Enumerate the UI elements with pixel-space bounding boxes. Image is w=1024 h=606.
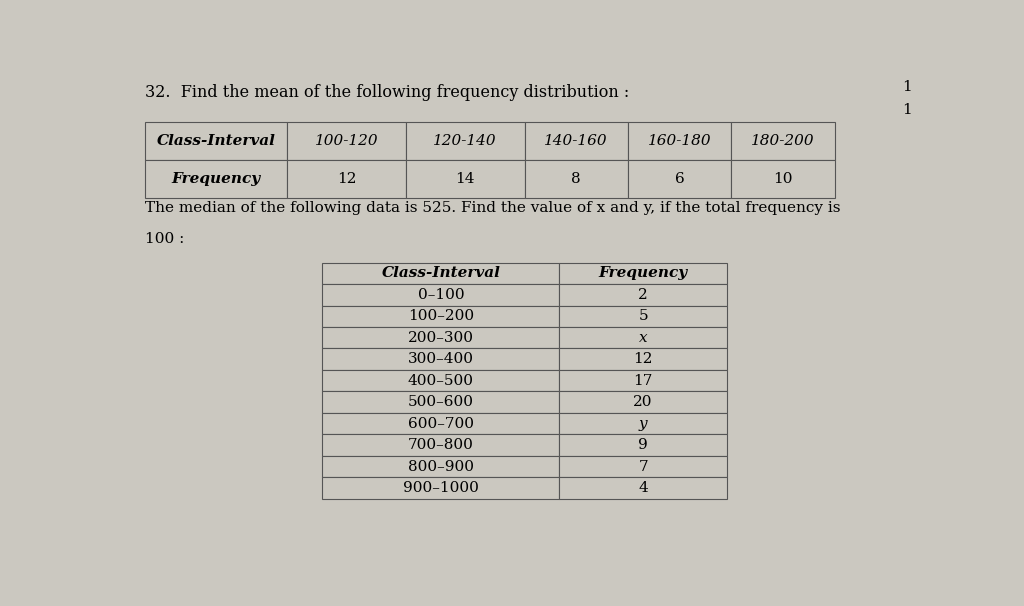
Text: 4: 4 bbox=[638, 481, 648, 495]
Bar bbox=[559, 305, 727, 327]
Bar bbox=[524, 122, 628, 160]
Bar bbox=[559, 370, 727, 391]
Bar bbox=[559, 456, 727, 478]
Bar bbox=[559, 348, 727, 370]
Bar bbox=[559, 262, 727, 284]
Bar bbox=[323, 370, 559, 391]
Text: 12: 12 bbox=[337, 172, 356, 186]
Text: x: x bbox=[639, 331, 647, 345]
Text: 200–300: 200–300 bbox=[408, 331, 474, 345]
Text: 20: 20 bbox=[634, 395, 653, 409]
Bar bbox=[323, 284, 559, 305]
Bar bbox=[323, 435, 559, 456]
Bar bbox=[731, 122, 835, 160]
Text: 700–800: 700–800 bbox=[408, 438, 474, 452]
Text: 9: 9 bbox=[638, 438, 648, 452]
Text: 600–700: 600–700 bbox=[408, 416, 474, 431]
Text: 500–600: 500–600 bbox=[408, 395, 474, 409]
Bar bbox=[323, 413, 559, 435]
Bar bbox=[628, 160, 731, 198]
Bar bbox=[323, 478, 559, 499]
Bar bbox=[323, 391, 559, 413]
Text: 400–500: 400–500 bbox=[408, 374, 474, 388]
Text: 100-120: 100-120 bbox=[314, 134, 378, 148]
Text: 1: 1 bbox=[902, 103, 912, 117]
Text: 800–900: 800–900 bbox=[408, 459, 474, 473]
Bar bbox=[145, 160, 287, 198]
Bar bbox=[524, 160, 628, 198]
Bar bbox=[323, 262, 559, 284]
Text: Class-Interval: Class-Interval bbox=[381, 267, 501, 281]
Text: 14: 14 bbox=[456, 172, 475, 186]
Bar bbox=[731, 160, 835, 198]
Bar bbox=[323, 327, 559, 348]
Text: 12: 12 bbox=[634, 352, 653, 366]
Text: Frequency: Frequency bbox=[599, 267, 688, 281]
Bar bbox=[559, 478, 727, 499]
Text: 120-140: 120-140 bbox=[433, 134, 497, 148]
Bar bbox=[145, 122, 287, 160]
Text: 180-200: 180-200 bbox=[752, 134, 815, 148]
Text: 6: 6 bbox=[675, 172, 684, 186]
Bar bbox=[287, 160, 406, 198]
Text: 900–1000: 900–1000 bbox=[402, 481, 479, 495]
Text: 17: 17 bbox=[634, 374, 653, 388]
Bar bbox=[406, 160, 524, 198]
Text: The median of the following data is 525. Find the value of x and y, if the total: The median of the following data is 525.… bbox=[145, 201, 841, 215]
Bar bbox=[323, 348, 559, 370]
Text: 0–100: 0–100 bbox=[418, 288, 464, 302]
Text: 100 :: 100 : bbox=[145, 232, 185, 246]
Text: 160-180: 160-180 bbox=[648, 134, 712, 148]
Bar bbox=[559, 327, 727, 348]
Text: y: y bbox=[639, 416, 647, 431]
Bar bbox=[559, 391, 727, 413]
Text: Class-Interval: Class-Interval bbox=[157, 134, 275, 148]
Bar bbox=[559, 284, 727, 305]
Bar bbox=[323, 305, 559, 327]
Text: 5: 5 bbox=[638, 309, 648, 323]
Text: 32.  Find the mean of the following frequency distribution :: 32. Find the mean of the following frequ… bbox=[145, 84, 630, 101]
Text: 300–400: 300–400 bbox=[408, 352, 474, 366]
Bar bbox=[323, 456, 559, 478]
Text: 1: 1 bbox=[902, 80, 912, 94]
Text: 8: 8 bbox=[571, 172, 581, 186]
Text: 140-160: 140-160 bbox=[545, 134, 608, 148]
Bar bbox=[628, 122, 731, 160]
Bar bbox=[559, 413, 727, 435]
Text: 2: 2 bbox=[638, 288, 648, 302]
Text: Frequency: Frequency bbox=[172, 172, 261, 186]
Bar bbox=[287, 122, 406, 160]
Bar bbox=[406, 122, 524, 160]
Text: 100–200: 100–200 bbox=[408, 309, 474, 323]
Text: 7: 7 bbox=[638, 459, 648, 473]
Bar bbox=[559, 435, 727, 456]
Text: 10: 10 bbox=[773, 172, 793, 186]
